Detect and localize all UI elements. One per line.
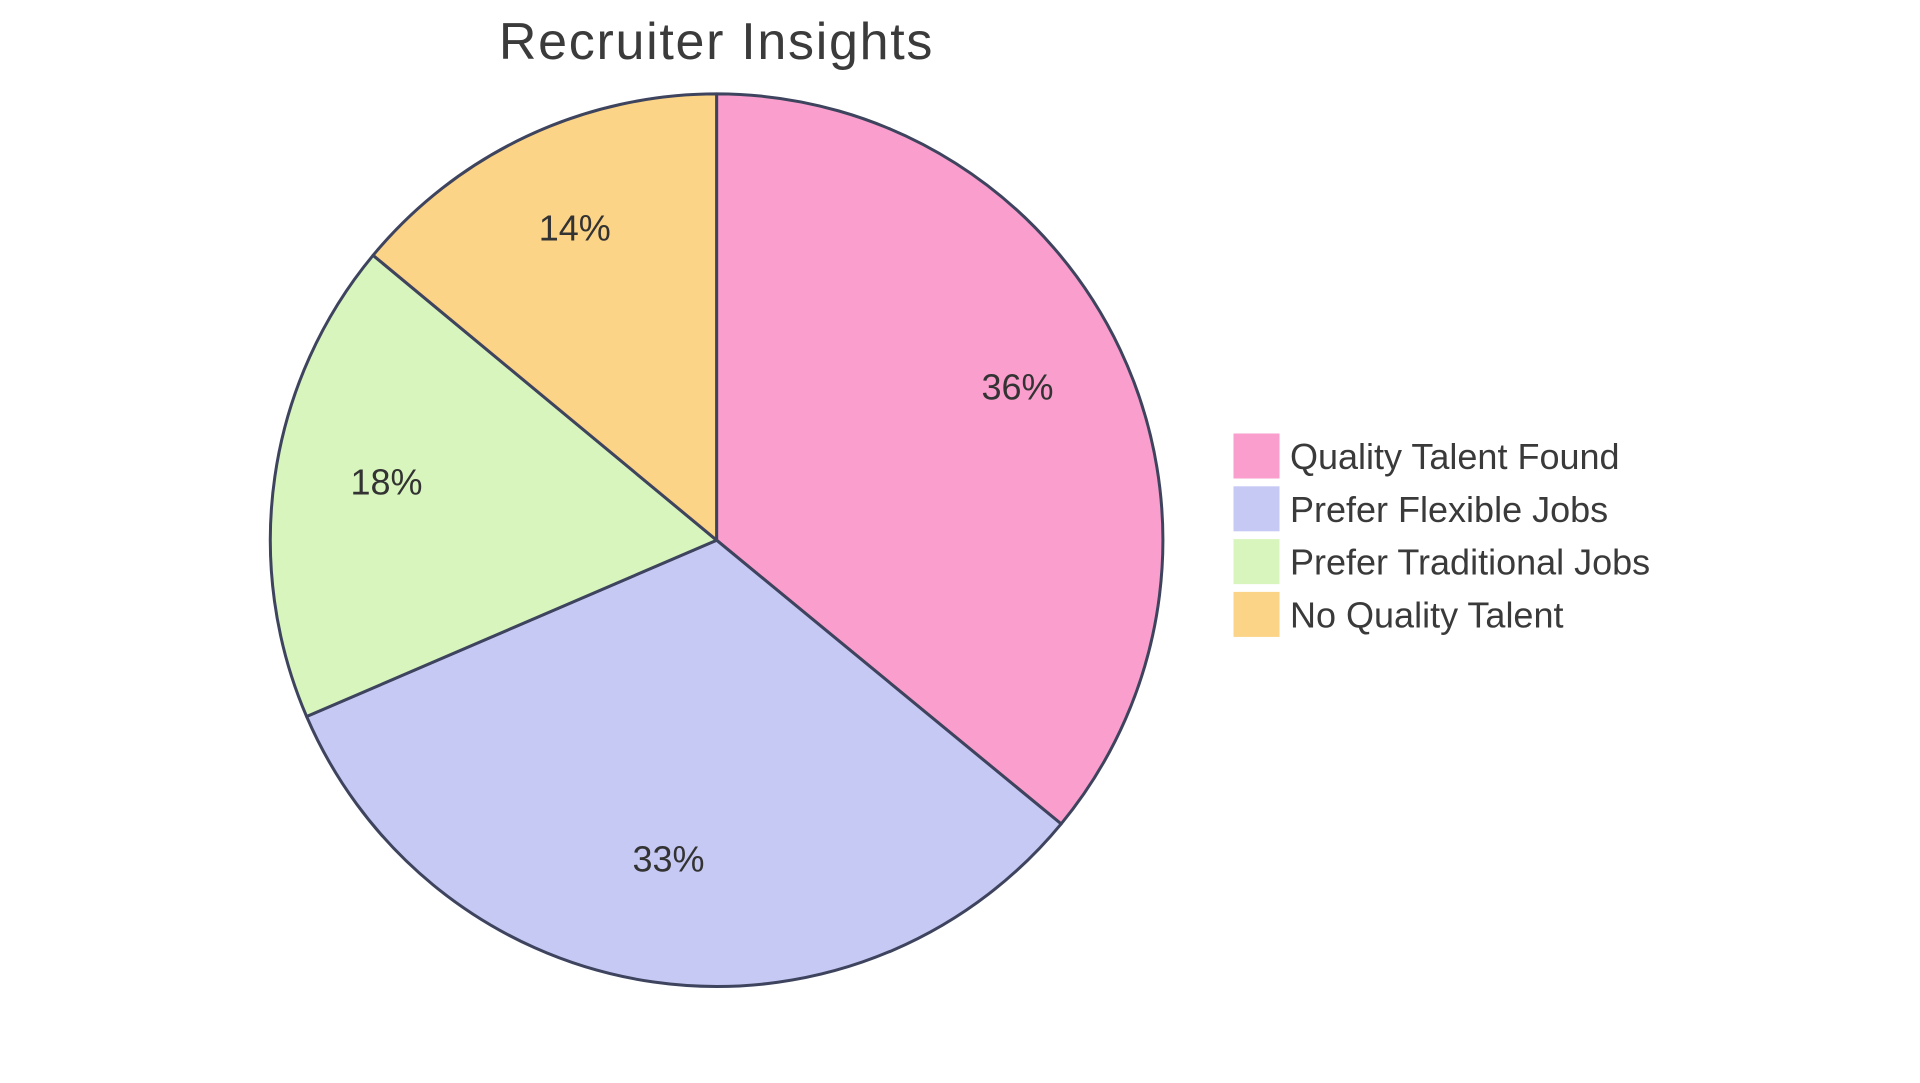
svg-text:Quality Talent Found: Quality Talent Found bbox=[1290, 436, 1620, 477]
svg-text:Recruiter Insights: Recruiter Insights bbox=[499, 13, 934, 71]
svg-text:Prefer Traditional Jobs: Prefer Traditional Jobs bbox=[1290, 542, 1650, 583]
svg-text:No Quality Talent: No Quality Talent bbox=[1290, 594, 1563, 635]
svg-text:Prefer Flexible Jobs: Prefer Flexible Jobs bbox=[1290, 489, 1608, 530]
svg-text:33%: 33% bbox=[632, 838, 704, 879]
svg-text:36%: 36% bbox=[981, 367, 1053, 408]
svg-text:14%: 14% bbox=[539, 208, 611, 249]
svg-text:18%: 18% bbox=[350, 462, 422, 503]
